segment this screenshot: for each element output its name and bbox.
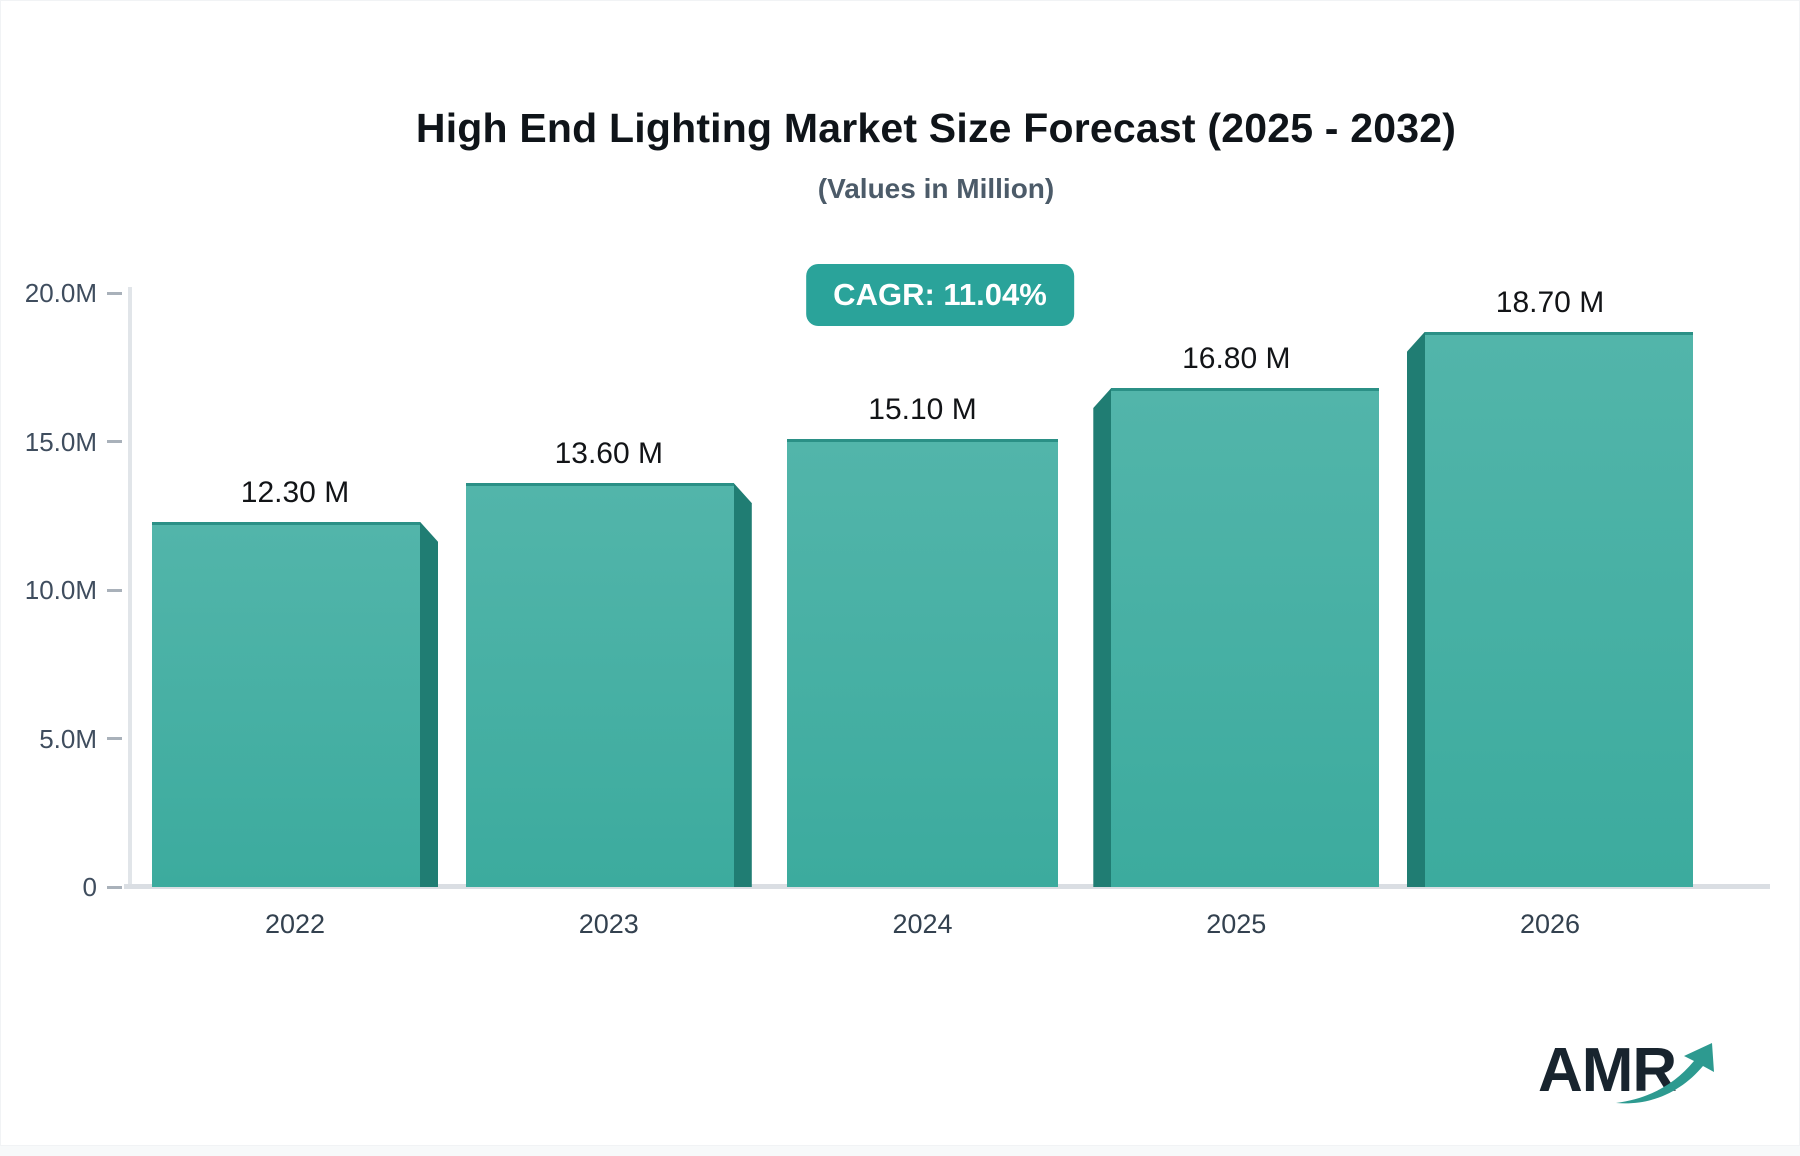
y-tick-label: 10.0M [24, 575, 97, 605]
bar-value-label: 16.80 M [1182, 342, 1291, 375]
bar-2026[interactable] [1425, 331, 1693, 887]
y-tick-label: 15.0M [24, 426, 97, 457]
amr-logo: AMR [1538, 1039, 1718, 1109]
bar-2022[interactable] [152, 521, 420, 887]
y-tick-dash [107, 291, 122, 295]
x-tick-label: 2025 [1206, 909, 1267, 939]
page-title: High End Lighting Market Size Forecast (… [415, 105, 1457, 151]
growth-arrow-icon [1616, 1043, 1714, 1104]
y-tick-dash [107, 588, 122, 592]
x-tick-label: 2026 [1519, 909, 1581, 939]
bar-value-label: 12.30 M [240, 475, 350, 509]
bar-2023[interactable] [465, 483, 734, 887]
y-tick-label: 20.0M [24, 278, 97, 308]
page-bottom-strip [0, 1146, 1800, 1156]
x-tick-label: 2023 [578, 909, 639, 939]
y-tick-dash [107, 737, 122, 740]
bar-2025[interactable] [1111, 388, 1380, 887]
cagr-badge: CAGR: 11.04% [806, 264, 1074, 326]
x-tick-label: 2024 [892, 909, 953, 939]
bar-side-shadow [1407, 331, 1425, 887]
y-axis-line [128, 287, 132, 887]
y-tick-dash [107, 440, 122, 443]
bar-side-shadow [420, 521, 438, 887]
bar-side-shadow [1093, 388, 1112, 887]
bar-2024[interactable] [787, 438, 1058, 887]
y-tick-label: 0 [82, 872, 97, 902]
bar-value-label: 15.10 M [868, 392, 977, 426]
y-tick-dash [107, 885, 122, 889]
bar-side-shadow [733, 483, 752, 887]
x-tick-label: 2022 [264, 909, 326, 939]
amr-logo-text: AMR [1538, 1036, 1677, 1105]
chart-subtitle: (Values in Million) [817, 173, 1055, 204]
y-tick-label: 5.0M [39, 723, 97, 754]
bar-value-label: 13.60 M [554, 437, 663, 471]
bar-value-label: 18.70 M [1495, 285, 1605, 319]
